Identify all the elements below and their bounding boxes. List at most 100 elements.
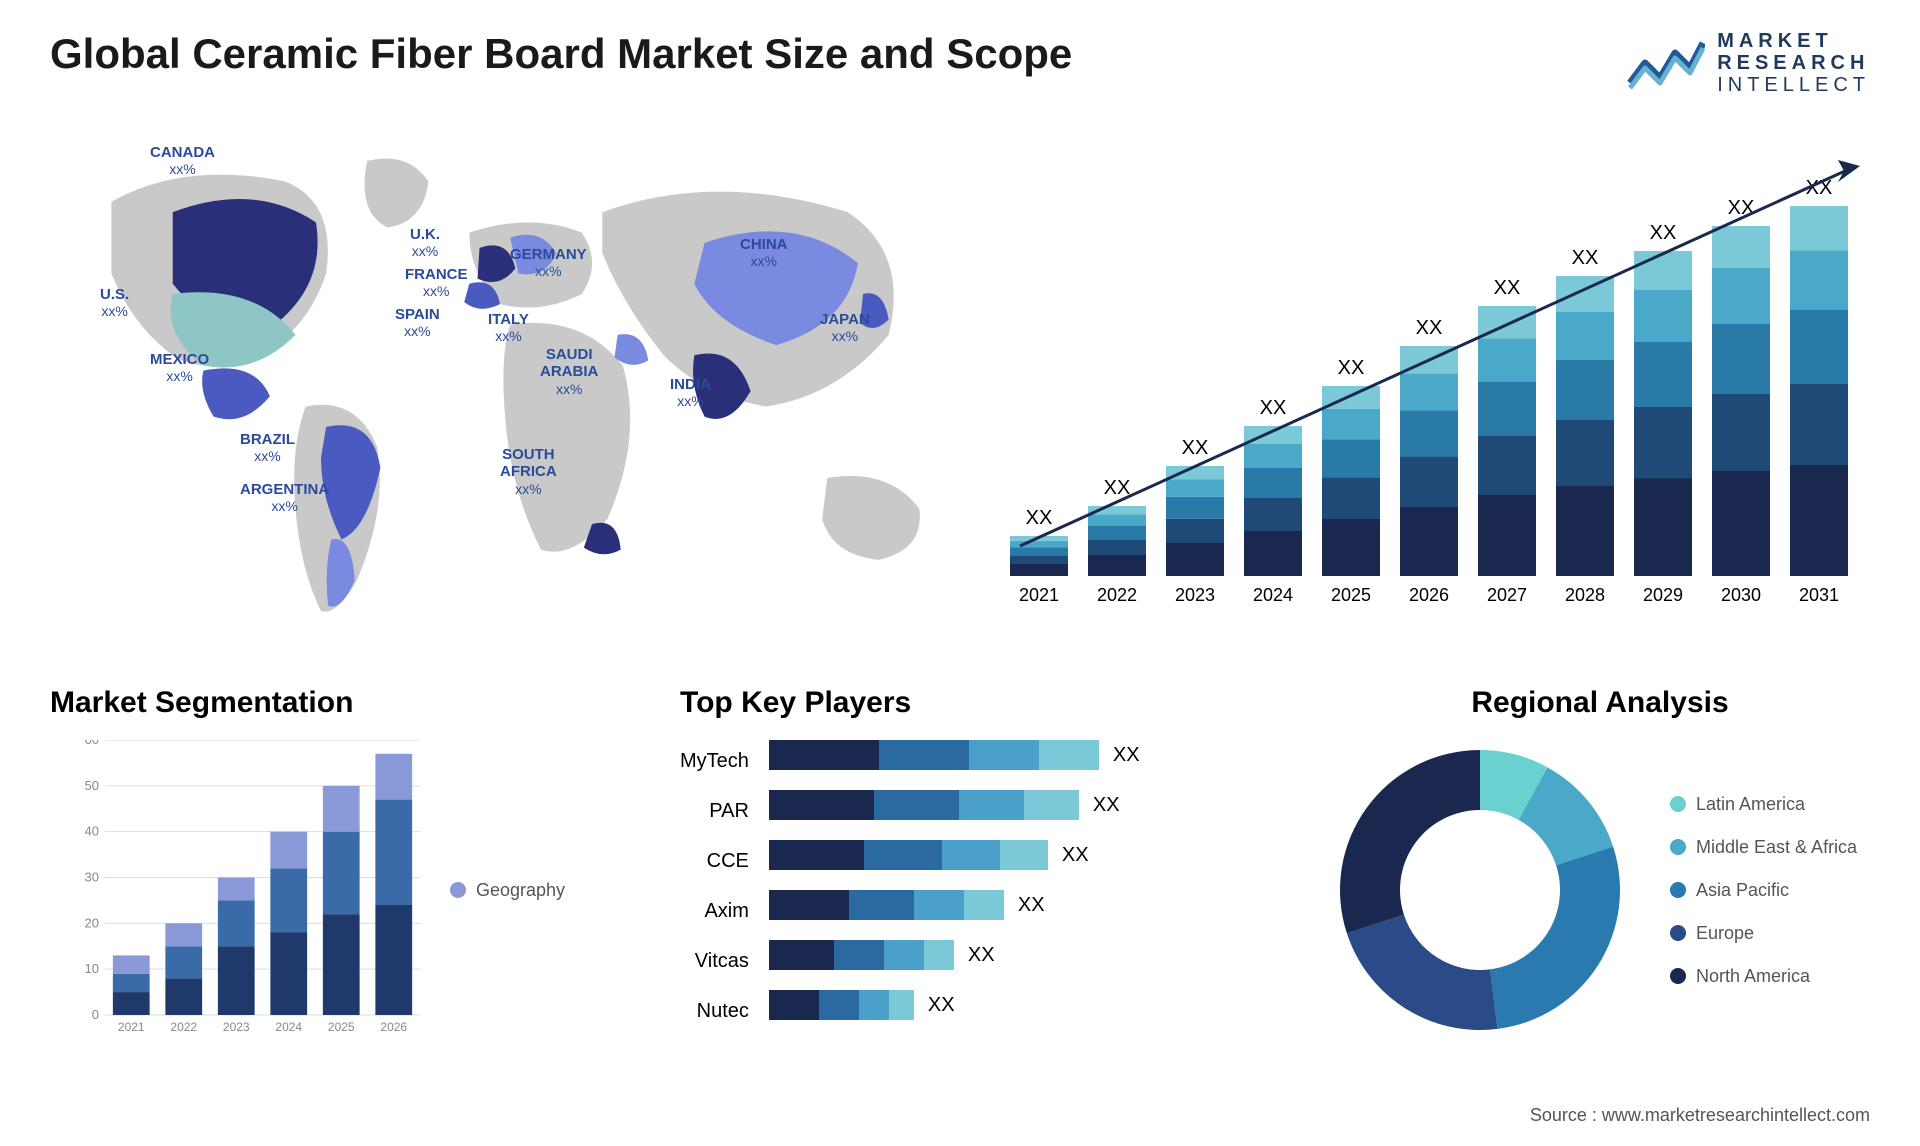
regional-title: Regional Analysis — [1330, 686, 1870, 720]
map-label: MEXICOxx% — [150, 351, 209, 386]
growth-chart-svg: XX2021XX2022XX2023XX2024XX2025XX2026XX20… — [990, 126, 1870, 626]
logo-line-1: MARKET — [1717, 30, 1870, 52]
top-row: CANADAxx%U.S.xx%MEXICOxx%BRAZILxx%ARGENT… — [50, 126, 1870, 646]
seg-svg: 0102030405060202120222023202420252026 — [80, 740, 420, 1040]
seg-bar-segment — [218, 900, 255, 946]
seg-y-label: 10 — [85, 961, 99, 976]
player-bar-segment — [864, 840, 942, 870]
growth-bar-value: XX — [1728, 197, 1755, 219]
region-legend-item: Europe — [1670, 923, 1857, 944]
growth-year-label: 2026 — [1409, 585, 1449, 605]
logo-line-2: RESEARCH — [1717, 52, 1870, 74]
growth-bar-value: XX — [1260, 397, 1287, 419]
growth-bar-segment — [1244, 444, 1302, 468]
map-label: SOUTHAFRICAxx% — [500, 446, 557, 498]
growth-bar-segment — [1166, 479, 1224, 497]
map-label: ITALYxx% — [488, 311, 529, 346]
growth-bar-segment — [1244, 468, 1302, 498]
player-bar-segment — [849, 890, 914, 920]
region-legend-label: Europe — [1696, 923, 1754, 944]
growth-bar-segment — [1712, 471, 1770, 576]
seg-legend: Geography — [450, 880, 565, 901]
player-bar-segment — [859, 990, 889, 1020]
growth-bar-segment — [1556, 312, 1614, 360]
growth-bar-segment — [1166, 497, 1224, 519]
growth-bar-segment — [1790, 384, 1848, 465]
players-title: Top Key Players — [680, 686, 1300, 720]
seg-x-label: 2026 — [380, 1020, 407, 1034]
growth-bar-segment — [1322, 477, 1380, 519]
map-label: FRANCExx% — [405, 266, 468, 301]
growth-bar-value: XX — [1572, 247, 1599, 269]
growth-trend-arrowhead — [1838, 160, 1860, 182]
player-bar-segment — [964, 890, 1004, 920]
growth-bar-segment — [1010, 555, 1068, 564]
growth-year-label: 2023 — [1175, 585, 1215, 605]
growth-bar-segment — [1634, 342, 1692, 407]
player-bar — [769, 890, 1004, 920]
seg-bar-segment — [218, 878, 255, 901]
player-row: XX — [769, 790, 1140, 820]
seg-bar-segment — [113, 992, 150, 1015]
growth-bar-segment — [1556, 420, 1614, 486]
donut-svg — [1330, 740, 1630, 1040]
growth-bar-segment — [1010, 547, 1068, 555]
region-legend-swatch — [1670, 882, 1686, 898]
seg-bar-segment — [165, 946, 202, 978]
map-svg — [50, 126, 950, 646]
seg-x-label: 2024 — [275, 1020, 302, 1034]
player-bar-segment — [834, 940, 884, 970]
growth-bar-segment — [1478, 436, 1536, 495]
region-legend-swatch — [1670, 968, 1686, 984]
growth-bar-segment — [1790, 250, 1848, 309]
seg-bar-segment — [323, 786, 360, 832]
region-legend-item: North America — [1670, 966, 1857, 987]
player-bar-col: XXXXXXXXXXXX — [769, 740, 1140, 1026]
donut-wrap — [1330, 740, 1630, 1040]
player-row: XX — [769, 990, 1140, 1020]
growth-year-label: 2027 — [1487, 585, 1527, 605]
logo-icon — [1625, 33, 1705, 93]
player-label: PAR — [709, 796, 749, 826]
player-bar-segment — [889, 990, 914, 1020]
map-label: CHINAxx% — [740, 236, 788, 271]
player-label: Nutec — [697, 996, 749, 1026]
world-map: CANADAxx%U.S.xx%MEXICOxx%BRAZILxx%ARGENT… — [50, 126, 950, 646]
region-legend-label: North America — [1696, 966, 1810, 987]
segmentation-title: Market Segmentation — [50, 686, 650, 720]
growth-bar-value: XX — [1338, 357, 1365, 379]
seg-x-label: 2021 — [118, 1020, 145, 1034]
growth-bar-segment — [1478, 495, 1536, 576]
seg-bar-segment — [113, 974, 150, 992]
bottom-row: Market Segmentation 01020304050602021202… — [50, 686, 1870, 1040]
seg-bar-segment — [323, 832, 360, 914]
player-label: Axim — [704, 896, 748, 926]
regional-chart: Latin AmericaMiddle East & AfricaAsia Pa… — [1330, 740, 1870, 1040]
seg-bar-segment — [323, 914, 360, 1015]
player-label: CCE — [707, 846, 749, 876]
growth-bar-segment — [1478, 338, 1536, 381]
growth-bar-segment — [1634, 407, 1692, 479]
growth-bar-segment — [1400, 507, 1458, 576]
seg-y-label: 40 — [85, 824, 99, 839]
seg-bar-segment — [375, 800, 412, 905]
player-value: XX — [928, 994, 955, 1017]
map-label: JAPANxx% — [820, 311, 870, 346]
growth-bar-segment — [1088, 540, 1146, 555]
map-label: U.S.xx% — [100, 286, 129, 321]
player-bar-segment — [1039, 740, 1099, 770]
player-bar-segment — [914, 890, 964, 920]
map-country-highlight — [615, 334, 649, 365]
header: Global Ceramic Fiber Board Market Size a… — [50, 30, 1870, 96]
player-row: XX — [769, 840, 1140, 870]
player-bar — [769, 990, 914, 1020]
player-label: MyTech — [680, 746, 749, 776]
growth-year-label: 2031 — [1799, 585, 1839, 605]
seg-y-label: 50 — [85, 778, 99, 793]
player-value: XX — [1018, 894, 1045, 917]
map-label: BRAZILxx% — [240, 431, 295, 466]
player-value: XX — [1062, 844, 1089, 867]
player-bar-segment — [924, 940, 954, 970]
seg-y-label: 20 — [85, 915, 99, 930]
player-bar-segment — [1000, 840, 1048, 870]
